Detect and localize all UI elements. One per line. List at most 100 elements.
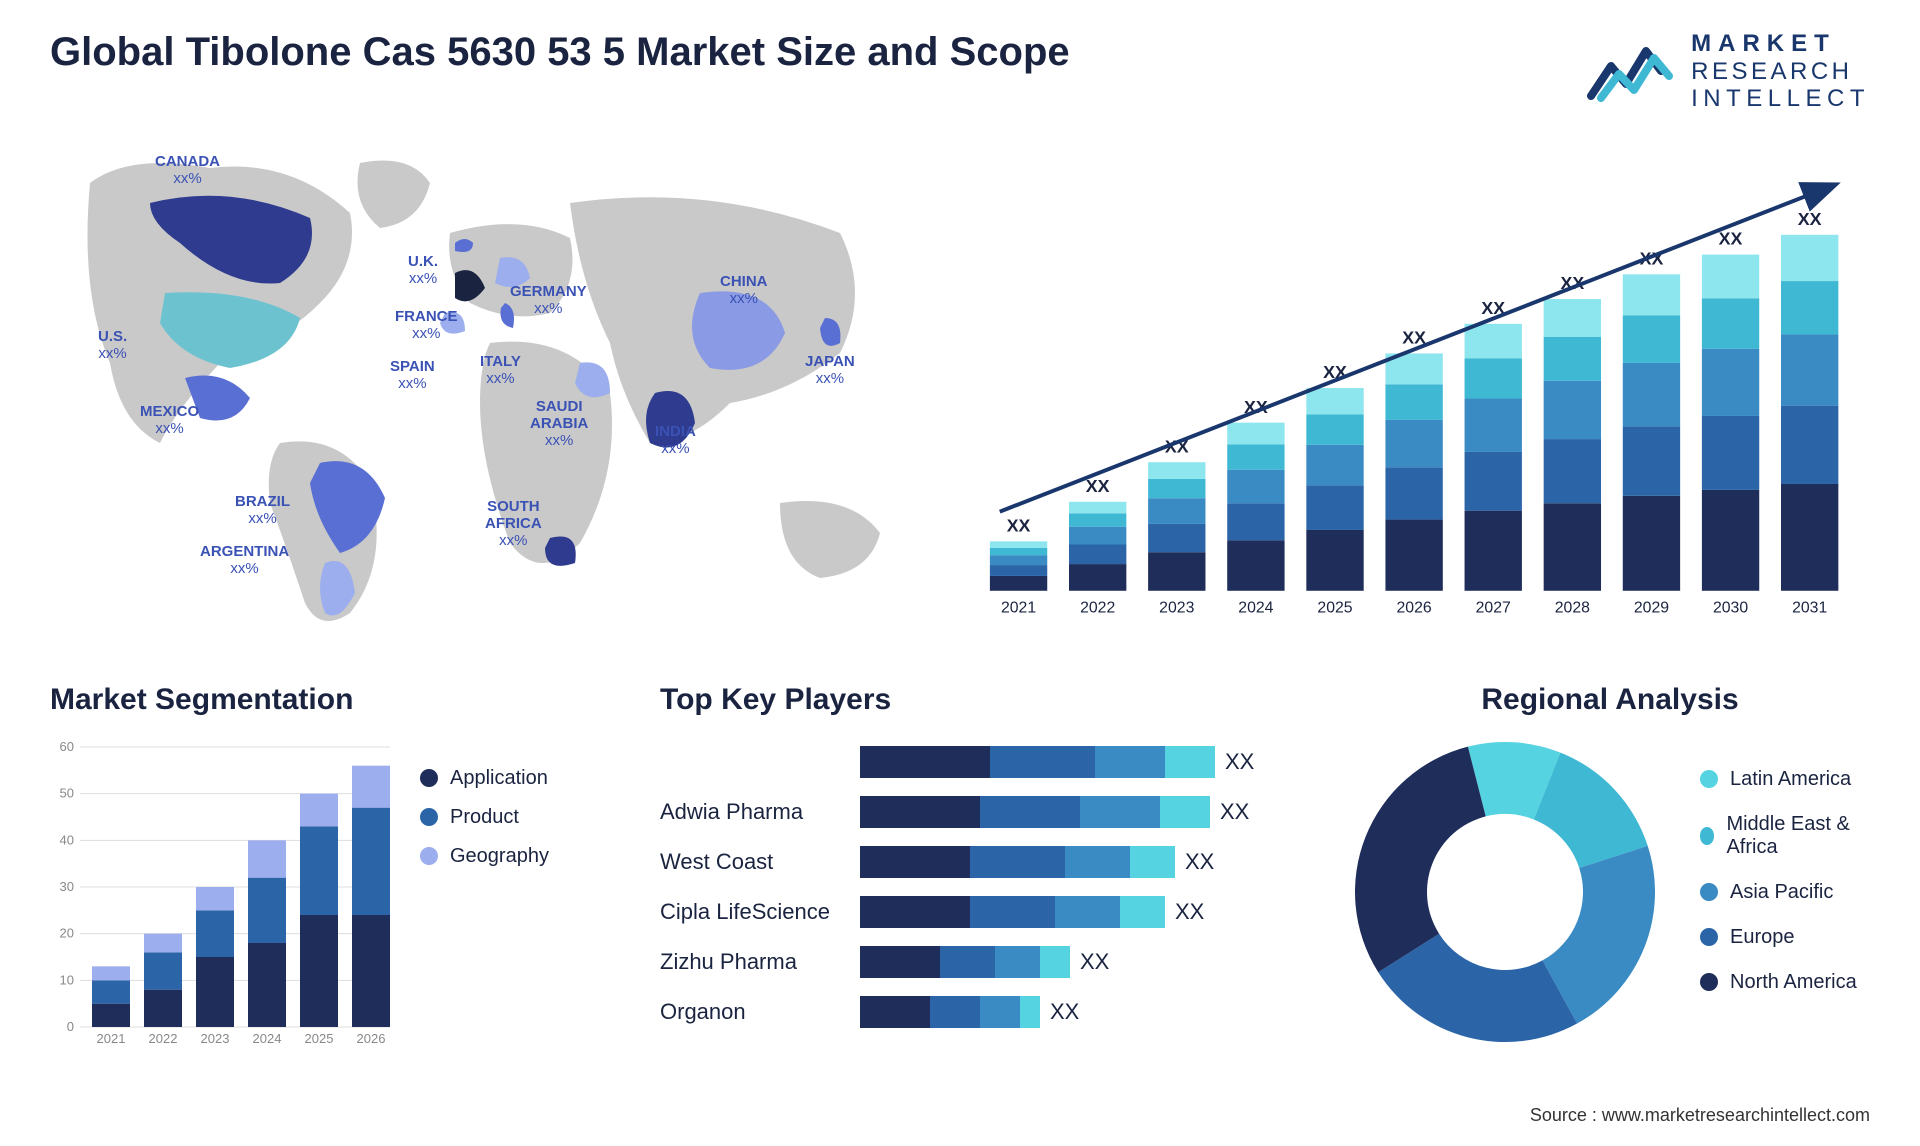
legend-label: Latin America xyxy=(1730,768,1851,791)
svg-text:0: 0 xyxy=(67,1019,74,1034)
svg-text:2022: 2022 xyxy=(149,1031,178,1046)
map-label: SPAINxx% xyxy=(390,358,435,393)
svg-text:2031: 2031 xyxy=(1792,599,1827,616)
player-bar xyxy=(860,996,1040,1028)
player-bar-row: XX xyxy=(860,887,1300,937)
svg-text:2021: 2021 xyxy=(97,1031,126,1046)
player-name: West Coast xyxy=(660,849,830,899)
legend-label: Europe xyxy=(1730,926,1795,949)
players-title: Top Key Players xyxy=(660,683,1300,717)
legend-item: Middle East & Africa xyxy=(1700,813,1870,859)
logo: MARKET RESEARCH INTELLECT xyxy=(1586,30,1870,113)
player-bar xyxy=(860,946,1070,978)
svg-text:2024: 2024 xyxy=(253,1031,282,1046)
players-bars: XXXXXXXXXXXX xyxy=(860,737,1300,1049)
svg-text:2023: 2023 xyxy=(201,1031,230,1046)
regional-legend: Latin America Middle East & Africa Asia Pa… xyxy=(1700,768,1870,1016)
svg-text:XX: XX xyxy=(1719,228,1743,248)
legend-dot-icon xyxy=(1700,928,1718,946)
logo-text: MARKET RESEARCH INTELLECT xyxy=(1691,30,1870,113)
world-map: CANADAxx% U.S.xx% MEXICOxx% BRAZILxx% ARGENT… xyxy=(50,143,920,643)
map-label: MEXICOxx% xyxy=(140,403,199,438)
svg-text:XX: XX xyxy=(1798,209,1822,229)
svg-text:2027: 2027 xyxy=(1476,599,1511,616)
player-name: Zizhu Pharma xyxy=(660,949,830,999)
svg-text:60: 60 xyxy=(60,739,74,754)
svg-text:XX: XX xyxy=(1086,476,1110,496)
map-label: CANADAxx% xyxy=(155,153,220,188)
svg-text:2025: 2025 xyxy=(1317,599,1352,616)
player-bar-row: XX xyxy=(860,787,1300,837)
players-labels: Adwia PharmaWest CoastCipla LifeScienceZ… xyxy=(660,737,830,1049)
legend-dot-icon xyxy=(1700,973,1718,991)
legend-item: Product xyxy=(420,806,549,829)
legend-item: Europe xyxy=(1700,926,1870,949)
legend-item: North America xyxy=(1700,971,1870,994)
legend-item: Asia Pacific xyxy=(1700,881,1870,904)
map-label: U.S.xx% xyxy=(98,328,127,363)
map-label: SOUTHAFRICAxx% xyxy=(485,498,542,550)
map-label: ITALYxx% xyxy=(480,353,521,388)
logo-mark-icon xyxy=(1586,36,1676,106)
player-bar-row: XX xyxy=(860,987,1300,1037)
player-bar-row: XX xyxy=(860,837,1300,887)
map-label: SAUDIARABIAxx% xyxy=(530,398,588,450)
svg-text:50: 50 xyxy=(60,785,74,800)
svg-text:2030: 2030 xyxy=(1713,599,1748,616)
regional-title: Regional Analysis xyxy=(1350,683,1870,717)
svg-text:2022: 2022 xyxy=(1080,599,1115,616)
svg-text:40: 40 xyxy=(60,832,74,847)
player-name: Cipla LifeScience xyxy=(660,899,830,949)
map-label: FRANCExx% xyxy=(395,308,458,343)
legend-item: Application xyxy=(420,767,549,790)
svg-text:2024: 2024 xyxy=(1238,599,1273,616)
legend-dot-icon xyxy=(420,769,438,787)
world-map-svg xyxy=(50,143,920,643)
legend-item: Latin America xyxy=(1700,768,1870,791)
svg-text:20: 20 xyxy=(60,925,74,940)
legend-dot-icon xyxy=(1700,883,1718,901)
player-name: Adwia Pharma xyxy=(660,799,830,849)
legend-label: Application xyxy=(450,767,548,790)
players-panel: Top Key Players Adwia PharmaWest CoastCi… xyxy=(660,683,1300,1057)
map-label: BRAZILxx% xyxy=(235,493,290,528)
svg-text:2026: 2026 xyxy=(357,1031,386,1046)
player-bar xyxy=(860,846,1175,878)
svg-text:30: 30 xyxy=(60,879,74,894)
player-value: XX xyxy=(1080,949,1109,975)
legend-label: Middle East & Africa xyxy=(1726,813,1870,859)
svg-text:2023: 2023 xyxy=(1159,599,1194,616)
svg-text:10: 10 xyxy=(60,972,74,987)
regional-donut-chart xyxy=(1350,737,1660,1047)
player-name: Organon xyxy=(660,999,830,1049)
player-bar-row: XX xyxy=(860,737,1300,787)
page-title: Global Tibolone Cas 5630 53 5 Market Siz… xyxy=(50,30,1070,75)
segmentation-chart: 0 10 20 30 40 50 60 2021 2022 2023 2024 2025 2026 xyxy=(50,737,390,1057)
segmentation-panel: Market Segmentation 0 10 20 30 40 50 60 2021 202… xyxy=(50,683,610,1057)
player-value: XX xyxy=(1220,799,1249,825)
legend-label: Product xyxy=(450,806,519,829)
player-value: XX xyxy=(1185,849,1214,875)
svg-text:2021: 2021 xyxy=(1001,599,1036,616)
player-bar-row: XX xyxy=(860,937,1300,987)
legend-label: Asia Pacific xyxy=(1730,881,1833,904)
segmentation-title: Market Segmentation xyxy=(50,683,610,717)
legend-dot-icon xyxy=(1700,770,1718,788)
map-label: JAPANxx% xyxy=(805,353,855,388)
legend-item: Geography xyxy=(420,845,549,868)
map-label: ARGENTINAxx% xyxy=(200,543,289,578)
svg-text:2026: 2026 xyxy=(1397,599,1432,616)
player-bar xyxy=(860,796,1210,828)
player-value: XX xyxy=(1175,899,1204,925)
svg-text:2028: 2028 xyxy=(1555,599,1590,616)
map-label: INDIAxx% xyxy=(655,423,696,458)
svg-text:XX: XX xyxy=(1007,515,1031,535)
svg-text:2025: 2025 xyxy=(305,1031,334,1046)
legend-dot-icon xyxy=(420,808,438,826)
legend-label: North America xyxy=(1730,971,1857,994)
map-label: U.K.xx% xyxy=(408,253,438,288)
map-label: CHINAxx% xyxy=(720,273,768,308)
legend-dot-icon xyxy=(420,847,438,865)
legend-dot-icon xyxy=(1700,827,1714,845)
regional-panel: Regional Analysis Latin America Middle Ea… xyxy=(1350,683,1870,1057)
